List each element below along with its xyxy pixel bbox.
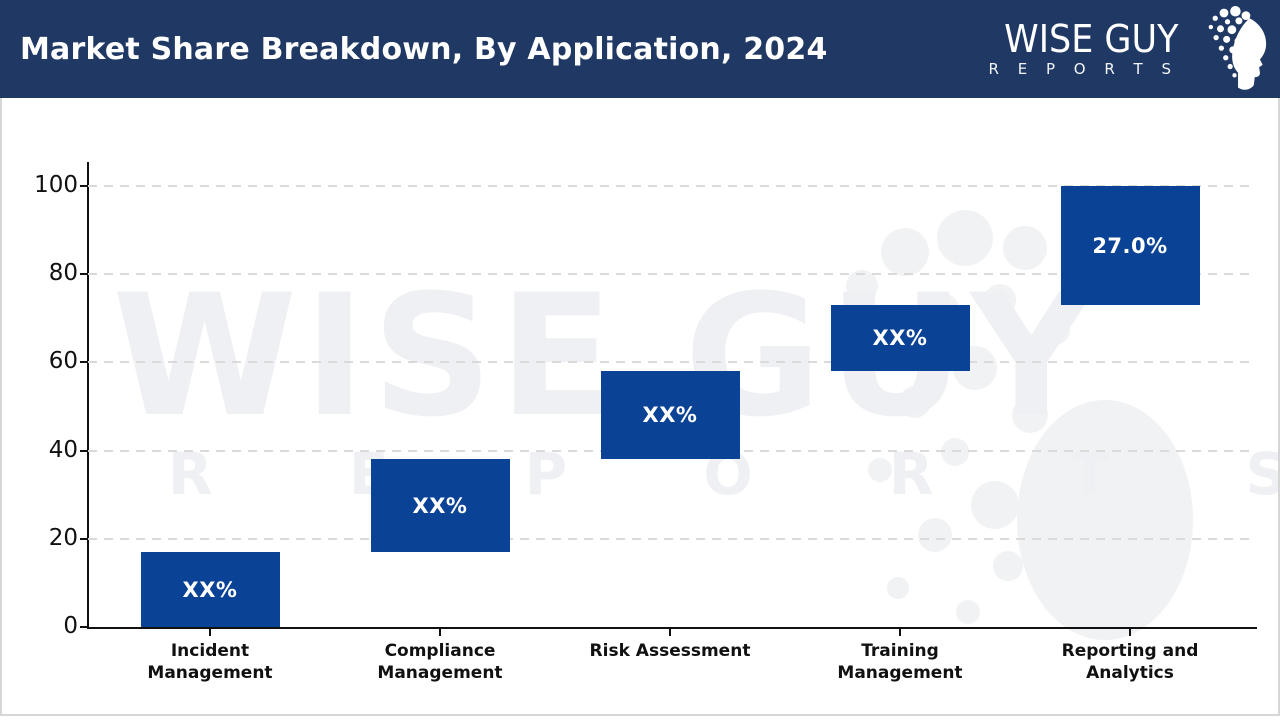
page-border-right (1278, 98, 1280, 716)
header-bar: Market Share Breakdown, By Application, … (0, 0, 1280, 98)
x-category-label: Incident Management (147, 641, 273, 684)
y-tick (80, 537, 87, 540)
gridline (88, 361, 1256, 364)
gridline (88, 273, 1256, 276)
bar-value-label: XX% (872, 326, 928, 351)
y-tick-label: 80 (48, 260, 78, 287)
bar-segment: XX% (830, 305, 970, 372)
x-category-label: Reporting and Analytics (1061, 641, 1199, 684)
bar-value-label: 27.0% (1092, 233, 1168, 258)
bar-value-label: XX% (182, 577, 238, 602)
y-tick-label: 0 (63, 613, 78, 639)
page-border-left (0, 98, 2, 716)
y-tick (80, 361, 87, 364)
y-tick-label: 100 (34, 172, 78, 198)
logo-face-icon (1208, 6, 1267, 90)
x-tick (1129, 629, 1131, 636)
logo-subtext: R E P O R T S (988, 60, 1178, 79)
bar-segment: XX% (140, 552, 280, 627)
bar-segment: 27.0% (1060, 186, 1200, 306)
bar-segment: XX% (600, 371, 740, 460)
y-tick (80, 273, 87, 276)
bar-segment: XX% (370, 459, 510, 553)
x-axis-line (87, 627, 1257, 629)
y-tick-label: 60 (48, 348, 78, 375)
y-tick (80, 626, 87, 628)
chart-title: Market Share Breakdown, By Application, … (20, 31, 828, 67)
wiseguy-logo: WISE GUY R E P O R T S (989, 6, 1268, 92)
bar-value-label: XX% (412, 493, 468, 518)
y-axis-line (87, 162, 89, 629)
x-tick (899, 629, 901, 636)
y-tick-label: 20 (48, 524, 78, 551)
bar-value-label: XX% (642, 403, 698, 428)
x-tick (209, 629, 211, 636)
logo-text: WISE GUY R E P O R T S (988, 16, 1178, 79)
y-tick (80, 185, 87, 187)
logo-wordmark: WISE GUY (1003, 16, 1178, 61)
x-category-label: Compliance Management (377, 641, 503, 684)
x-category-label: Risk Assessment (589, 641, 751, 661)
x-tick (669, 629, 671, 636)
y-tick (80, 449, 87, 452)
gridline (88, 185, 1256, 187)
gridline (88, 537, 1256, 540)
x-tick (439, 629, 441, 636)
x-category-label: Training Management (837, 641, 963, 684)
page-border-bottom (0, 714, 1280, 716)
y-tick-label: 40 (48, 436, 78, 463)
